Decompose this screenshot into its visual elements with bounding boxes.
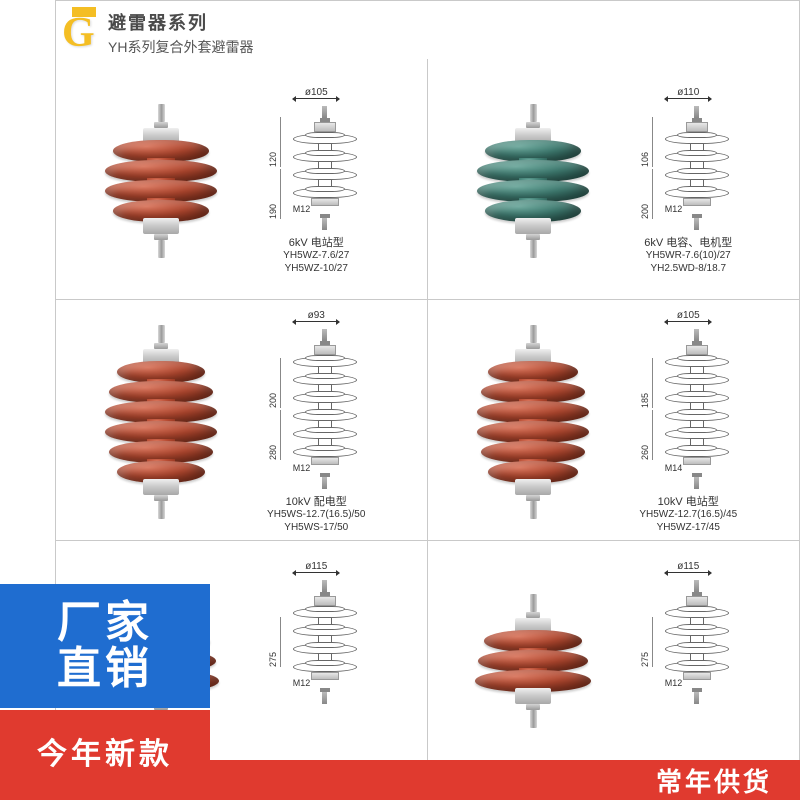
arrester-schematic: ø93 200280 M12 10kV 配电型YH5WS-12.7(16.5)/50Y…	[241, 310, 391, 534]
dimension-side: 185260	[640, 357, 653, 461]
arrester-schematic: ø110 106200 M12 6kV 电容、电机型YH5WR-7.6(10)/27Y…	[613, 87, 763, 275]
model-number: YH5WZ-17/45	[639, 522, 737, 535]
schematic-captions: 10kV 配电型YH5WS-12.7(16.5)/50YH5WS-17/50	[267, 493, 365, 534]
footer-stripe-text: 常年供货	[656, 762, 772, 799]
badge-factory-direct: 厂家 直销	[0, 584, 210, 708]
model-number: YH5WZ-7.6/27	[283, 250, 349, 263]
catalog-header: G 避雷器系列 YH系列复合外套避雷器	[56, 1, 799, 59]
model-number: YH5WZ-10/27	[283, 263, 349, 276]
bolt-label: M12	[293, 678, 311, 688]
arrester-photo	[463, 81, 603, 281]
dimension-top: ø115	[665, 561, 711, 578]
product-cell: ø105 120190 M12 6kV 电站型YH5WZ-7.6/27YH5WZ-10…	[56, 59, 428, 299]
series-subtitle: YH系列复合外套避雷器	[108, 37, 253, 57]
stud-bottom	[530, 501, 537, 519]
stud-top	[158, 104, 165, 122]
product-row: ø93200280M1210kV 配电型YH5WS-12.7(16.5)/50Y…	[56, 299, 799, 540]
stud-bottom	[530, 240, 537, 258]
product-type-label: 10kV 电站型	[639, 493, 737, 509]
stud-top	[530, 104, 537, 122]
dimension-side: 275	[268, 616, 281, 668]
badge-new-style: 今年新款	[0, 710, 210, 800]
stud-top	[158, 325, 165, 343]
dimension-top: ø93	[293, 310, 339, 327]
dimension-side: 106200	[640, 116, 653, 220]
stud-top	[530, 325, 537, 343]
model-number: YH5WR-7.6(10)/27	[644, 250, 732, 263]
product-cell: ø110 106200 M12 6kV 电容、电机型YH5WR-7.6(10)/27Y…	[428, 59, 800, 299]
dimension-top: ø115	[293, 561, 339, 578]
stud-bottom	[158, 501, 165, 519]
footer-stripe: 常年供货	[210, 760, 800, 800]
product-cell: ø93 200280 M12 10kV 配电型YH5WS-12.7(16.5)/50Y…	[56, 300, 428, 540]
dimension-side: 275	[640, 616, 653, 668]
series-title-cn: 避雷器系列	[108, 9, 253, 35]
stud-bottom	[158, 240, 165, 258]
product-type-label: 6kV 电容、电机型	[644, 234, 732, 250]
series-glyph: G	[60, 7, 108, 55]
badge-blue-line2: 直销	[57, 646, 153, 692]
product-type-label: 6kV 电站型	[283, 234, 349, 250]
bolt-label: M12	[665, 678, 683, 688]
bolt-label: M14	[665, 463, 683, 473]
arrester-photo	[91, 322, 231, 522]
stud-top	[530, 594, 537, 612]
arrester-schematic: ø115 275 M12	[241, 561, 391, 708]
model-number: YH5WZ-12.7(16.5)/45	[639, 509, 737, 522]
dimension-top: ø105	[665, 310, 711, 327]
arrester-photo	[463, 561, 603, 761]
badge-red-text: 今年新款	[37, 739, 173, 771]
model-number: YH5WS-12.7(16.5)/50	[267, 509, 365, 522]
product-cell: ø115 275 M12	[428, 541, 800, 767]
series-glyph-letter: G	[62, 9, 95, 57]
header-text: 避雷器系列 YH系列复合外套避雷器	[108, 7, 253, 57]
model-number: YH5WS-17/50	[267, 522, 365, 535]
arrester-photo	[91, 81, 231, 281]
schematic-captions: 6kV 电容、电机型YH5WR-7.6(10)/27YH2.5WD-8/18.7	[644, 234, 732, 275]
bolt-label: M12	[665, 204, 683, 214]
badge-blue-line1: 厂家	[57, 600, 153, 646]
arrester-schematic: ø105 120190 M12 6kV 电站型YH5WZ-7.6/27YH5WZ-10…	[241, 87, 391, 275]
product-type-label: 10kV 配电型	[267, 493, 365, 509]
dimension-side: 200280	[268, 357, 281, 461]
arrester-schematic: ø115 275 M12	[613, 561, 763, 708]
dimension-side: 120190	[268, 116, 281, 220]
schematic-captions: 10kV 电站型YH5WZ-12.7(16.5)/45YH5WZ-17/45	[639, 493, 737, 534]
page-root: G 避雷器系列 YH系列复合外套避雷器 ø105 120190 M12 6kV 电站型…	[0, 0, 800, 800]
product-row: ø105 120190 M12 6kV 电站型YH5WZ-7.6/27YH5WZ-10…	[56, 59, 799, 299]
bolt-label: M12	[293, 204, 311, 214]
model-number: YH2.5WD-8/18.7	[644, 263, 732, 276]
stud-bottom	[530, 710, 537, 728]
dimension-top: ø110	[665, 87, 711, 104]
arrester-schematic: ø105 185260 M14 10kV 电站型YH5WZ-12.7(16.5)/45…	[613, 310, 763, 534]
arrester-photo	[463, 322, 603, 522]
product-cell: ø105 185260 M14 10kV 电站型YH5WZ-12.7(16.5)/45…	[428, 300, 800, 540]
schematic-captions: 6kV 电站型YH5WZ-7.6/27YH5WZ-10/27	[283, 234, 349, 275]
dimension-top: ø105	[293, 87, 339, 104]
bolt-label: M12	[293, 463, 311, 473]
